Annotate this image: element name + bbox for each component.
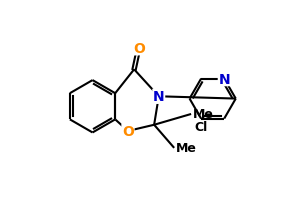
Text: O: O [133, 42, 145, 55]
Text: Cl: Cl [194, 121, 208, 133]
Text: Me: Me [176, 142, 197, 155]
Text: N: N [153, 90, 165, 104]
Text: O: O [122, 124, 134, 138]
Text: N: N [219, 72, 230, 86]
Text: Me: Me [193, 108, 214, 121]
